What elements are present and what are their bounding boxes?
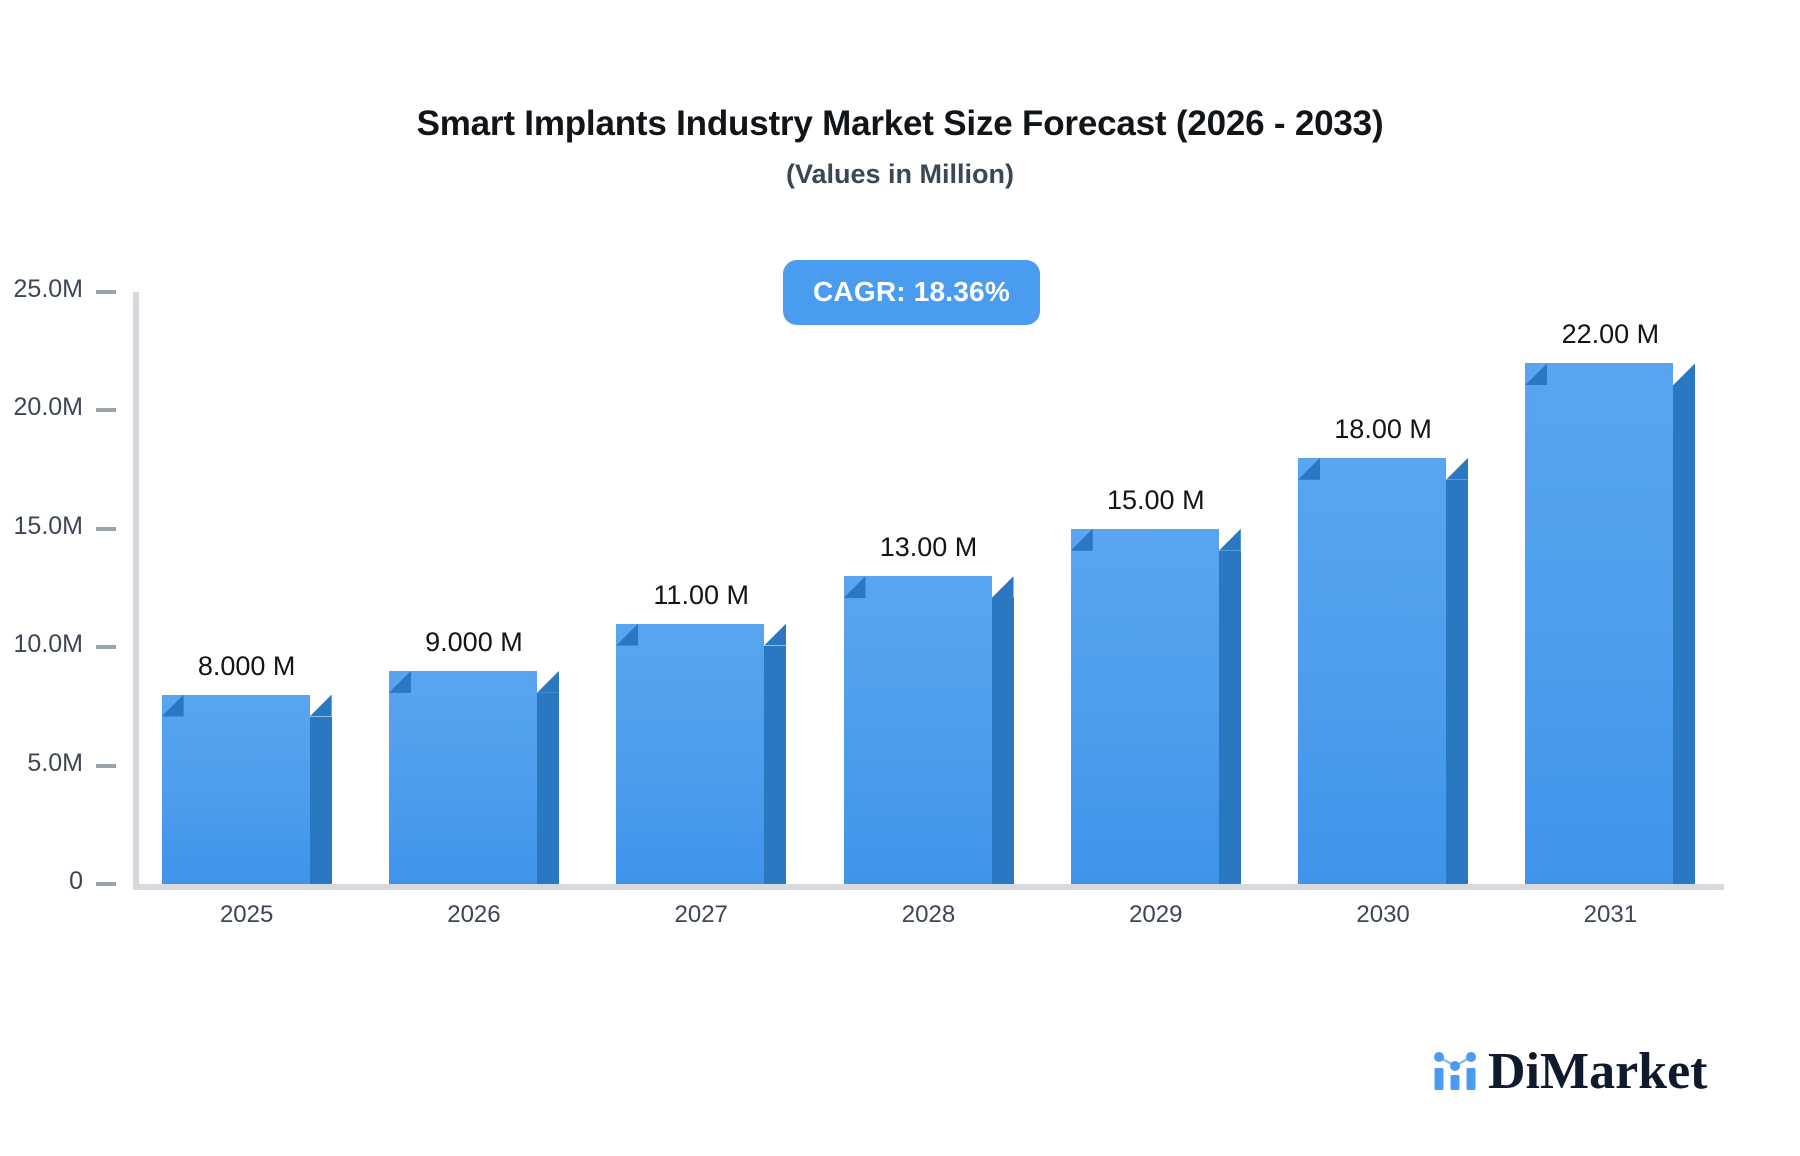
bar-value-label: 22.00 M: [1561, 319, 1660, 350]
bar-top-bevel-right: [764, 623, 787, 646]
brand-name: DiMarket: [1488, 1043, 1708, 1100]
bar-front-face: [161, 694, 310, 884]
x-axis-label-2025: 2025: [219, 901, 274, 928]
y-axis-tick-mark: [96, 645, 116, 650]
y-axis-tick-label: 10.0M: [13, 630, 83, 659]
cagr-badge: CAGR: 18.36%: [783, 260, 1040, 325]
bar-front-face: [1298, 457, 1447, 884]
bar-top-bevel-right: [536, 670, 559, 693]
x-axis-label-2027: 2027: [674, 901, 728, 928]
bar-side-face: [764, 645, 787, 884]
bar-value-label: 18.00 M: [1334, 413, 1432, 444]
bar-top-bevel-right: [1218, 528, 1241, 551]
bar-value-label: 8.000 M: [197, 650, 296, 681]
bar-value-label: 9.000 M: [425, 626, 523, 657]
y-axis-tick-mark: [96, 882, 116, 886]
x-axis-line: [133, 884, 1724, 890]
x-axis-label-2028: 2028: [901, 901, 956, 928]
bar-2030[interactable]: [1298, 457, 1469, 884]
bar-side-face: [1446, 479, 1469, 884]
bar-chart-line-icon: [1432, 1048, 1478, 1097]
page-title: Smart Implants Industry Market Size Fore…: [416, 104, 1384, 143]
bar-value-label: 13.00 M: [879, 532, 978, 563]
bar-2026[interactable]: [388, 670, 559, 884]
bar-front-face: [1070, 528, 1219, 884]
x-axis-label-2031: 2031: [1583, 901, 1638, 928]
y-axis-tick-label: 15.0M: [13, 511, 83, 540]
y-axis-tick-label: 25.0M: [13, 275, 83, 303]
bar-front-face: [388, 670, 537, 884]
bar-2027[interactable]: [616, 623, 787, 884]
dimarket-logo: DiMarket: [1432, 1046, 1707, 1098]
x-axis-label-2026: 2026: [447, 901, 501, 928]
bar-value-label: 11.00 M: [653, 579, 749, 610]
y-axis-tick-label: 20.0M: [13, 393, 83, 422]
bar-side-face: [1218, 550, 1241, 884]
bar-top-bevel-right: [1446, 457, 1469, 480]
bar-side-face: [991, 598, 1014, 884]
bar-top-bevel-right: [1673, 363, 1696, 386]
bar-front-face: [616, 623, 765, 884]
bar-side-face: [536, 692, 559, 884]
chart-subtitle: (Values in Million): [785, 158, 1015, 189]
bar-2028[interactable]: [843, 576, 1014, 884]
x-axis-label-2030: 2030: [1356, 901, 1410, 928]
y-axis-line: [133, 292, 139, 884]
bar-front-face: [843, 576, 992, 884]
x-axis-label-2029: 2029: [1129, 901, 1183, 928]
bar-top-bevel-right: [309, 694, 332, 717]
bar-side-face: [1673, 385, 1696, 884]
y-axis-tick-label: 5.0M: [27, 748, 83, 777]
bar-2029[interactable]: [1070, 528, 1241, 884]
y-axis-tick-label: 0: [69, 867, 83, 895]
bar-2025[interactable]: [161, 694, 332, 884]
bar-value-label: 15.00 M: [1107, 484, 1205, 515]
y-axis-tick-mark: [96, 290, 116, 294]
bar-side-face: [309, 716, 332, 884]
y-axis-tick-mark: [96, 408, 116, 413]
y-axis-tick-mark: [96, 763, 116, 768]
bar-front-face: [1525, 363, 1674, 884]
bar-2031[interactable]: [1525, 363, 1696, 884]
bar-top-bevel-right: [991, 576, 1014, 599]
chart-title-block: Smart Implants Industry Market Size Fore…: [0, 104, 1800, 189]
y-axis-tick-mark: [96, 526, 116, 531]
